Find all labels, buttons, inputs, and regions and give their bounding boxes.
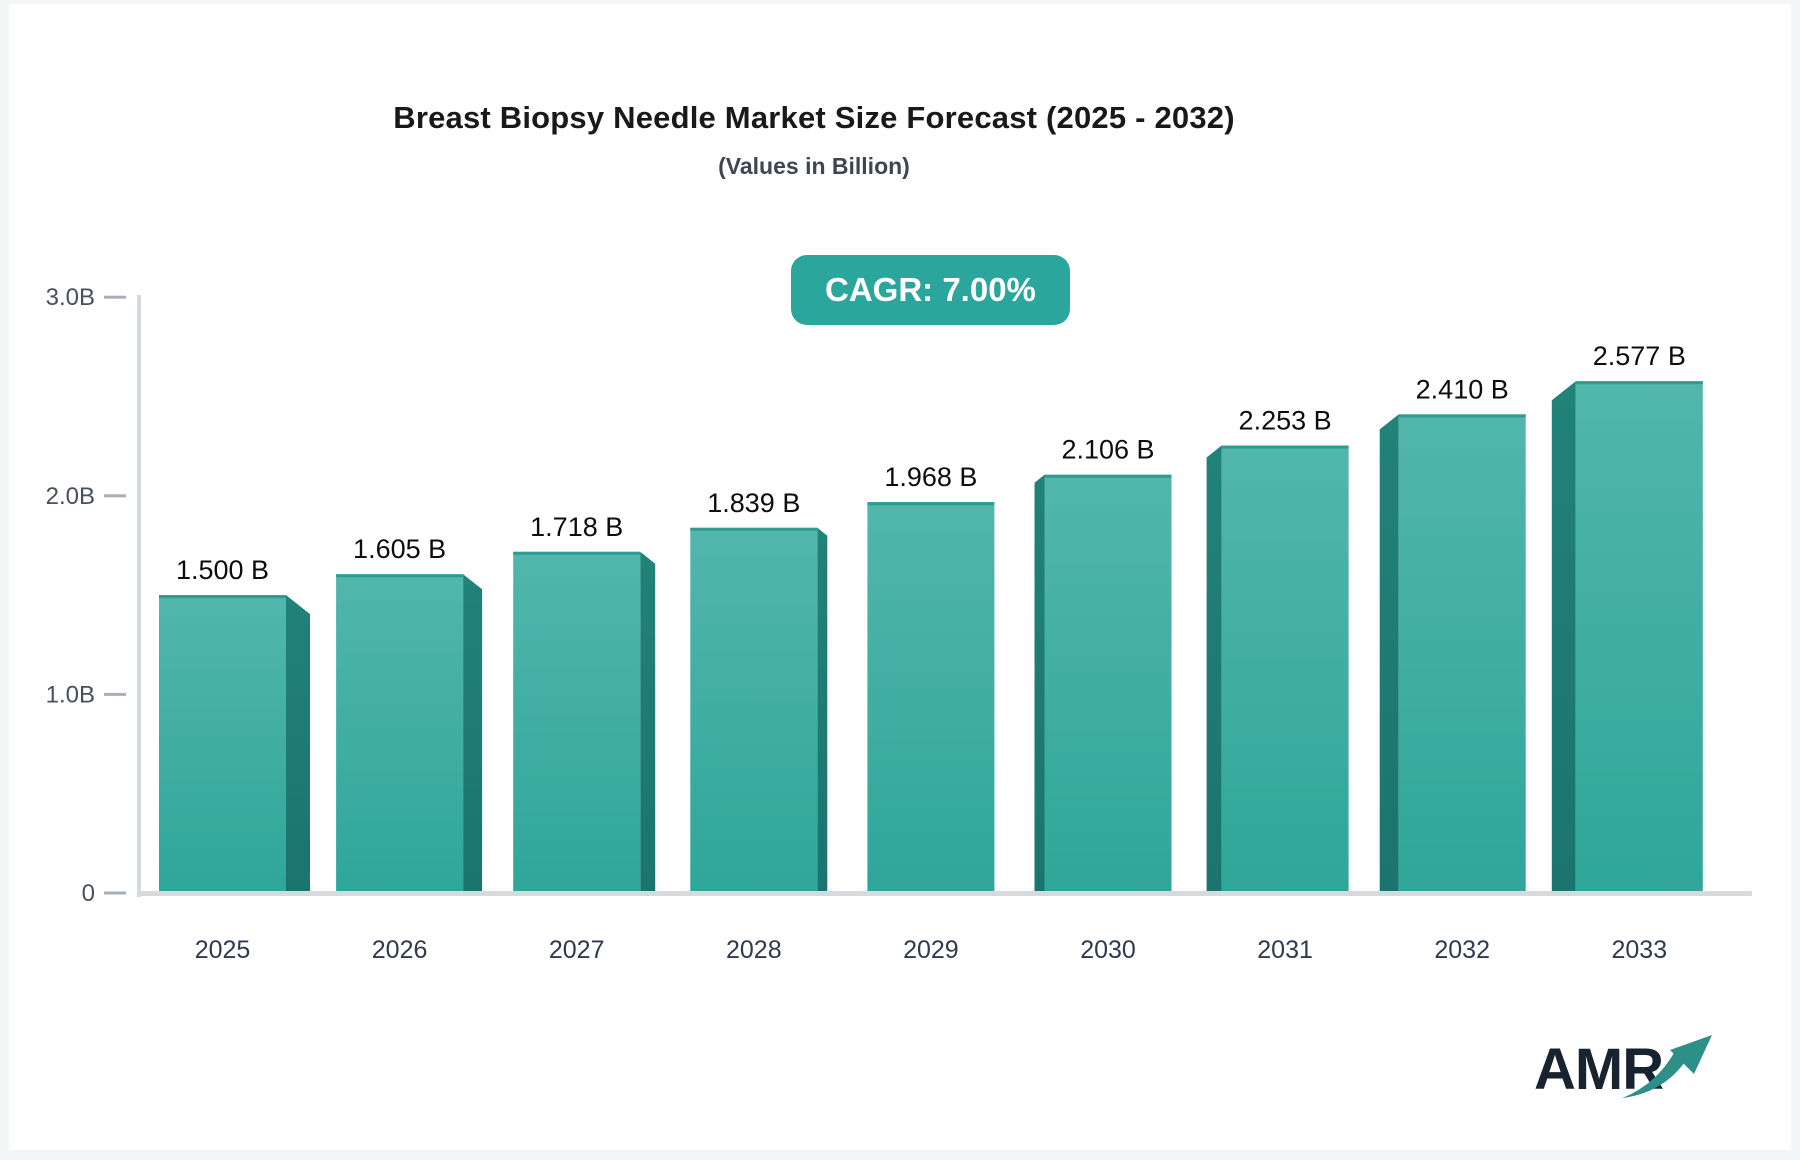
bar-top-edge [690, 527, 818, 531]
bar-value-label: 2.410 B [1416, 374, 1509, 404]
bar-side-face [1034, 474, 1045, 895]
x-axis-line [137, 891, 1752, 896]
x-tick-label: 2031 [1257, 936, 1313, 964]
bar-side-face [463, 574, 483, 895]
bar-2033 [1551, 381, 1703, 896]
bar-side-face [1379, 414, 1399, 895]
trend-arrow-icon [1622, 1035, 1712, 1098]
bar-2025 [159, 595, 310, 895]
y-tick-mark [104, 295, 126, 299]
bar-value-label: 1.968 B [884, 462, 977, 492]
bar-value-label: 2.106 B [1061, 435, 1154, 465]
x-tick-label: 2029 [903, 936, 959, 964]
y-tick-mark [104, 692, 126, 696]
bar-top-edge [336, 574, 464, 578]
amr-logo: AMR [1534, 1030, 1724, 1116]
bar-side-face [286, 595, 310, 895]
bar-top-edge [1575, 381, 1703, 385]
bar-2029 [867, 502, 995, 895]
bar-top-edge [1221, 445, 1349, 449]
chart-title: Breast Biopsy Needle Market Size Forecas… [393, 100, 1235, 135]
bar-2027 [513, 551, 656, 895]
bar-side-face [640, 551, 656, 895]
bar-side-face [1206, 445, 1222, 895]
x-tick-label: 2033 [1611, 936, 1667, 964]
market-size-bar-chart: 0 1.0B 2.0B 3.0B 1.500 B 1.605 B 1.718 B 1.839 … [46, 284, 1752, 964]
bar-front-face [1221, 445, 1349, 895]
bar-side-face [1551, 381, 1576, 896]
bar-top-edge [513, 551, 641, 555]
y-tick-label: 3.0B [46, 284, 95, 311]
bar-2032 [1379, 414, 1526, 895]
bar-front-face [1575, 381, 1703, 896]
y-tick-label: 1.0B [46, 681, 95, 708]
bar-side-face [817, 527, 828, 895]
x-tick-label: 2032 [1434, 936, 1490, 964]
y-tick-mark [104, 891, 126, 895]
y-tick-label: 0 [82, 880, 95, 907]
bar-front-face [159, 595, 286, 895]
bar-top-edge [867, 502, 995, 506]
x-tick-label: 2028 [726, 936, 782, 964]
bar-front-face [1398, 414, 1526, 895]
bar-front-face [867, 502, 995, 895]
bar-value-label: 1.839 B [707, 488, 800, 518]
bar-2031 [1206, 445, 1349, 895]
bar-top-edge [1398, 414, 1526, 418]
bar-value-label: 1.718 B [530, 512, 623, 542]
x-tick-label: 2025 [195, 936, 251, 964]
bar-top-edge [1044, 474, 1172, 478]
bar-2030 [1034, 474, 1172, 895]
x-tick-label: 2027 [549, 936, 605, 964]
bar-value-label: 1.605 B [353, 534, 446, 564]
y-tick-mark [104, 494, 126, 498]
bar-front-face [690, 527, 818, 895]
chart-subtitle: (Values in Billion) [718, 153, 910, 179]
bar-front-face [336, 574, 464, 895]
y-tick-label: 2.0B [46, 483, 95, 510]
x-tick-label: 2030 [1080, 936, 1136, 964]
cagr-badge: CAGR: 7.00% [791, 255, 1070, 325]
x-tick-label: 2026 [372, 936, 428, 964]
bar-top-edge [159, 595, 286, 599]
bar-front-face [1044, 474, 1172, 895]
bar-value-label: 1.500 B [176, 555, 269, 585]
bar-value-label: 2.253 B [1239, 406, 1332, 436]
y-axis-line [137, 295, 141, 897]
chart-card: Breast Biopsy Needle Market Size Forecas… [9, 4, 1791, 1150]
bar-2028 [690, 527, 828, 895]
bar-front-face [513, 551, 641, 895]
bar-2026 [336, 574, 483, 895]
bar-value-label: 2.577 B [1593, 341, 1686, 371]
